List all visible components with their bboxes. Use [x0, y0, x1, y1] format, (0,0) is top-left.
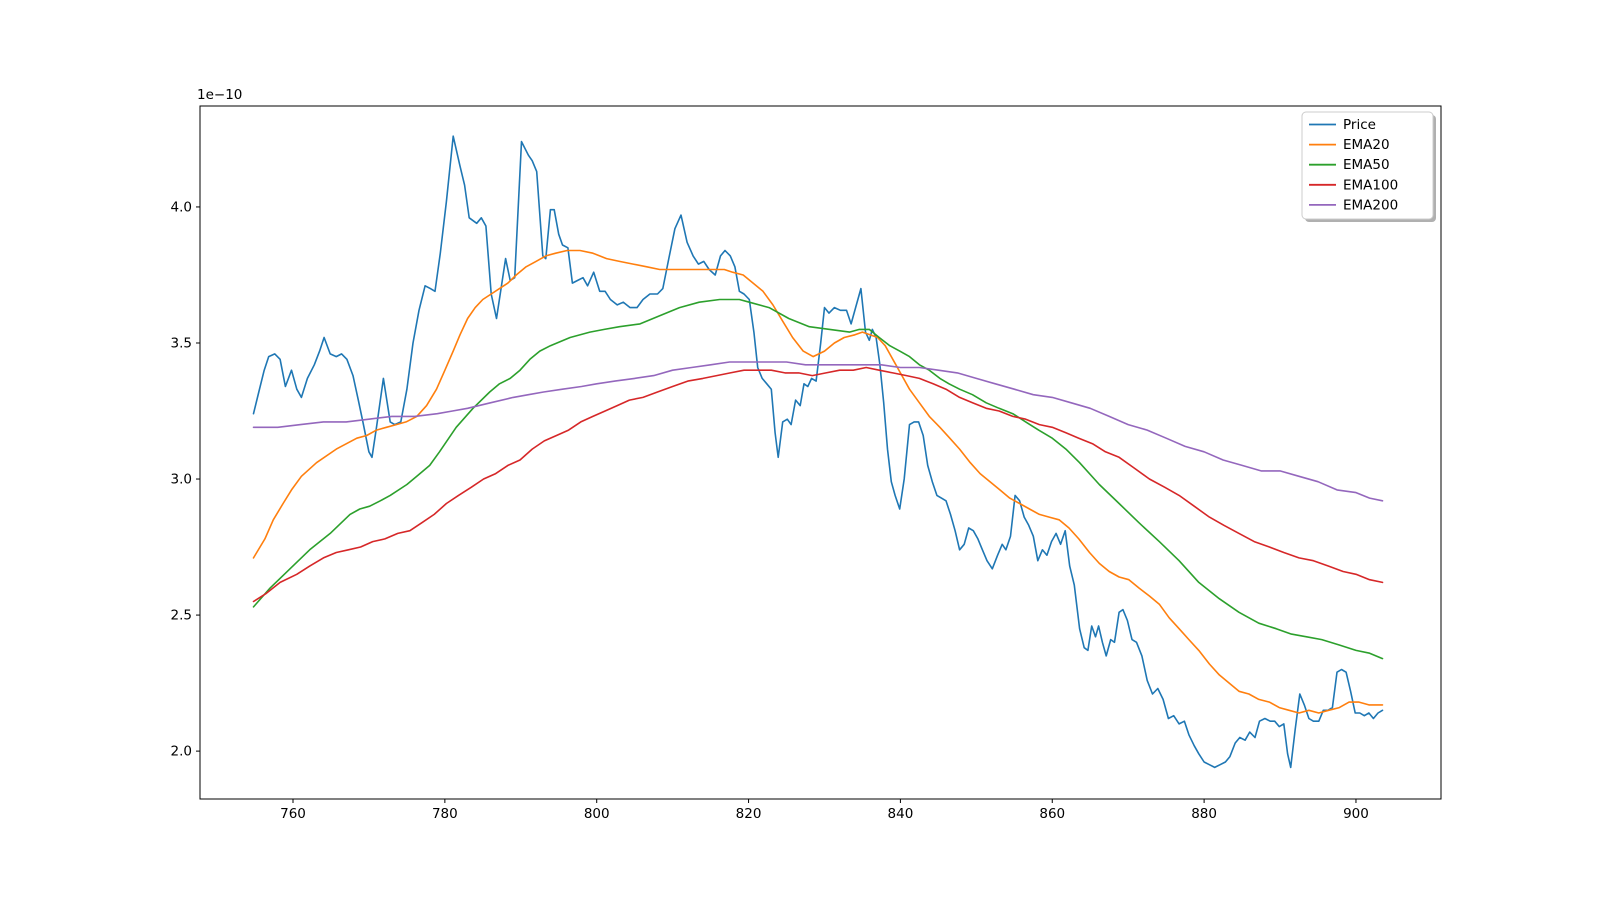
y-tick-label: 4.0	[171, 199, 192, 215]
legend-label: EMA100	[1343, 177, 1398, 193]
price-line	[252, 135, 1384, 769]
x-tick-label: 760	[280, 806, 306, 822]
legend-label: EMA200	[1343, 197, 1398, 213]
ema100-line	[252, 366, 1384, 603]
plot-border	[199, 105, 1442, 800]
legend-item-ema50: EMA50	[1309, 157, 1390, 173]
legend-label: Price	[1343, 117, 1376, 133]
legend: Price EMA20 EMA50 EMA100 EMA200	[1301, 111, 1436, 222]
legend-item-ema100: EMA100	[1309, 177, 1398, 193]
x-tick-label: 820	[736, 806, 762, 822]
y-axis-offset-label: 1e−10	[197, 87, 242, 103]
legend-item-ema20: EMA20	[1309, 137, 1390, 153]
legend-label: EMA20	[1343, 137, 1390, 153]
x-tick-label: 860	[1039, 806, 1065, 822]
y-tick-label: 3.5	[171, 335, 192, 351]
legend-box	[1301, 111, 1434, 220]
series-lines	[252, 135, 1384, 769]
y-tick-label: 2.0	[171, 744, 192, 760]
legend-label: EMA50	[1343, 157, 1390, 173]
ema200-line	[252, 361, 1384, 502]
axes: 760 780 800 820 840 860 880 900 2.0 2.5 3.0 3.5 4.0 1…	[171, 87, 1442, 822]
x-tick-label: 780	[432, 806, 458, 822]
x-tick-label: 840	[888, 806, 914, 822]
y-tick-label: 3.0	[171, 472, 192, 488]
x-tick-label: 900	[1343, 806, 1369, 822]
ema50-line	[252, 298, 1384, 660]
y-tick-label: 2.5	[171, 608, 192, 624]
x-tick-label: 880	[1191, 806, 1217, 822]
ema20-line	[252, 249, 1384, 714]
legend-item-price: Price	[1309, 117, 1376, 133]
legend-item-ema200: EMA200	[1309, 197, 1398, 213]
x-tick-label: 800	[584, 806, 610, 822]
